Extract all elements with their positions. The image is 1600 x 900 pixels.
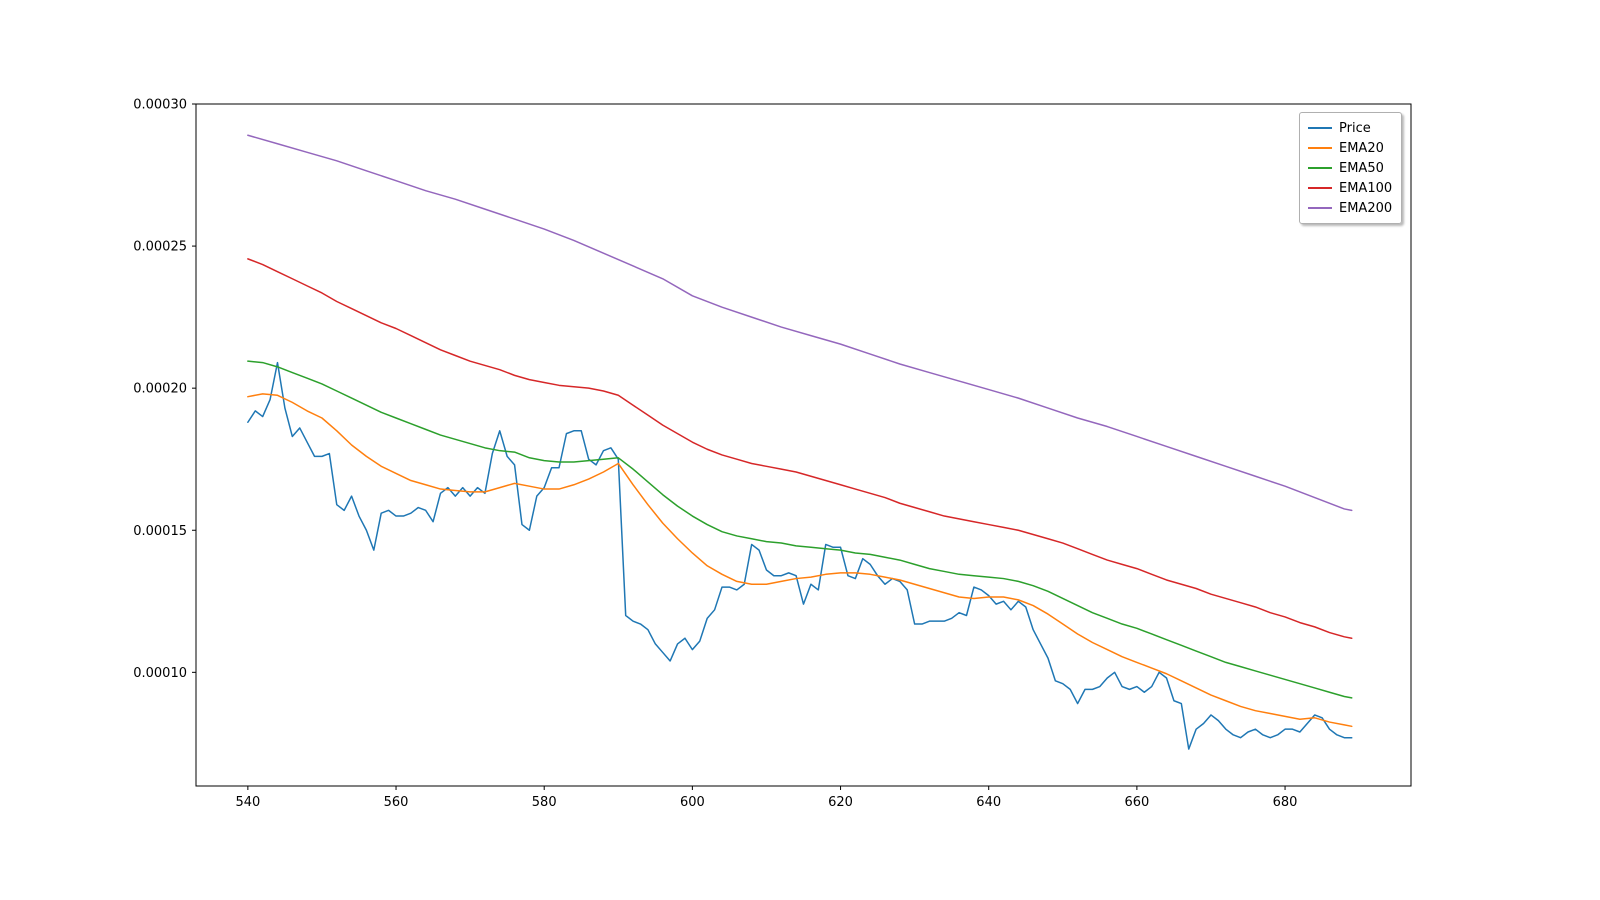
legend-label: Price	[1339, 120, 1371, 136]
y-tick-label: 0.00030	[133, 98, 187, 113]
y-tick-label: 0.00020	[133, 382, 187, 397]
x-tick-label: 580	[532, 795, 557, 810]
legend-item-ema50: EMA50	[1308, 158, 1392, 178]
legend-item-price: Price	[1308, 118, 1392, 138]
x-tick-label: 660	[1124, 795, 1149, 810]
legend-line-swatch	[1308, 127, 1332, 129]
x-tick-label: 560	[384, 795, 409, 810]
x-tick-label: 600	[680, 795, 705, 810]
series-line-ema100	[247, 258, 1353, 639]
series-line-ema200	[247, 134, 1353, 512]
x-tick-label: 620	[828, 795, 853, 810]
legend-line-swatch	[1308, 147, 1332, 149]
legend-item-ema200: EMA200	[1308, 198, 1392, 218]
series-line-price	[247, 361, 1353, 750]
legend-item-ema20: EMA20	[1308, 138, 1392, 158]
legend-label: EMA50	[1339, 160, 1384, 176]
x-tick-label: 640	[976, 795, 1001, 810]
x-tick-label: 680	[1273, 795, 1298, 810]
legend-label: EMA20	[1339, 140, 1384, 156]
legend-line-swatch	[1308, 207, 1332, 209]
legend-line-swatch	[1308, 187, 1332, 189]
legend-line-swatch	[1308, 167, 1332, 169]
legend-label: EMA200	[1339, 200, 1393, 216]
y-tick-label: 0.00025	[133, 240, 187, 255]
legend: Price EMA20 EMA50 EMA100 EMA200	[1299, 112, 1403, 224]
y-tick-label: 0.00010	[133, 666, 187, 681]
plot-frame	[195, 103, 1412, 787]
y-tick-label: 0.00015	[133, 524, 187, 539]
series-line-ema50	[247, 360, 1353, 699]
series-line-ema20	[247, 393, 1353, 728]
x-tick-label: 540	[235, 795, 260, 810]
legend-item-ema100: EMA100	[1308, 178, 1392, 198]
legend-label: EMA100	[1339, 180, 1393, 196]
